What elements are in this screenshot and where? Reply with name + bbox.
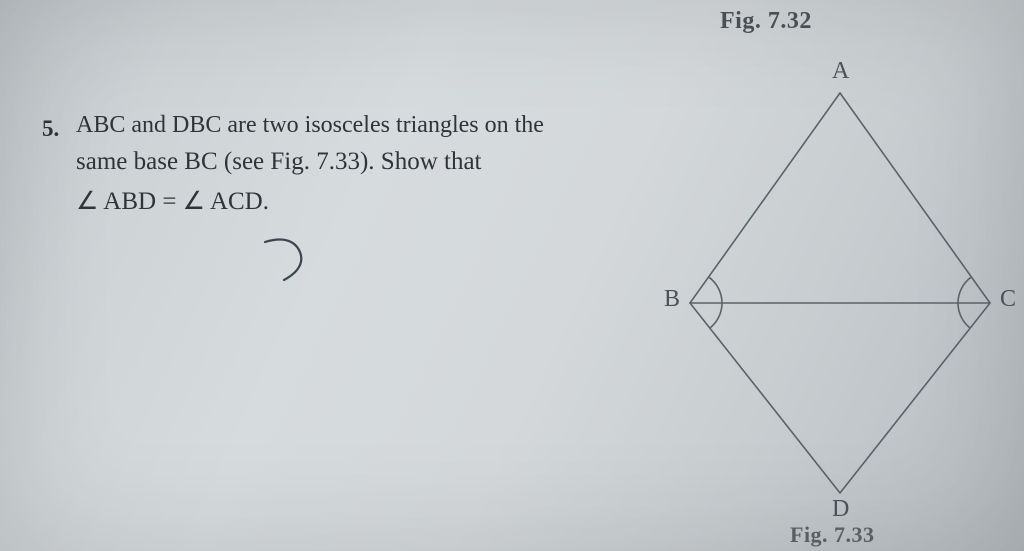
page-scan: Fig. 7.32 5. ABC and DBC are two isoscel… <box>0 0 1024 551</box>
question-text-line-2: same base BC (see Fig. 7.33). Show that <box>76 148 482 176</box>
question-number: 5. <box>42 116 59 142</box>
vertex-label-c: C <box>1000 286 1016 313</box>
vertex-label-d: D <box>832 496 849 523</box>
figure-label-top: Fig. 7.32 <box>720 8 812 35</box>
vertex-label-b: B <box>664 286 680 313</box>
vertex-label-a: A <box>832 58 849 85</box>
figure-label-bottom: Fig. 7.33 <box>790 522 875 548</box>
question-text-line-1: ABC and DBC are two isosceles triangles … <box>76 112 544 139</box>
handwritten-mark-icon <box>250 230 320 290</box>
question-text-line-3: ∠ ABD = ∠ ACD. <box>76 186 269 216</box>
geometry-diagram <box>660 58 1020 538</box>
